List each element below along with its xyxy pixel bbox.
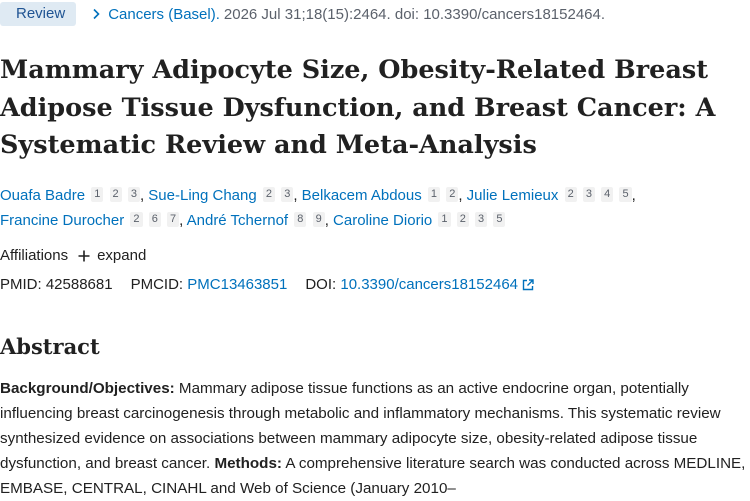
author-separator: ,	[179, 212, 184, 229]
author-item: Julie Lemieux 2 3 4 5,	[467, 187, 636, 204]
author-item: André Tchernof 8 9,	[187, 212, 329, 229]
affiliation-ref-link[interactable]: 5	[619, 187, 632, 202]
author-name-link[interactable]: Ouafa Badre	[0, 187, 86, 204]
author-separator: ,	[139, 187, 145, 204]
article-type-badge: Review	[0, 2, 77, 26]
affiliation-ref-link[interactable]: 3	[127, 187, 140, 202]
author-separator: ,	[293, 187, 298, 204]
author-separator: ,	[458, 187, 463, 204]
author-separator: ,	[631, 187, 636, 204]
pmid-value: 42588681	[45, 276, 113, 293]
expand-label: expand	[97, 247, 147, 264]
affiliation-ref-link[interactable]: 4	[601, 187, 614, 202]
article-title: Mammary Adipocyte Size, Obesity-Related …	[0, 55, 716, 160]
author-item: Sue-Ling Chang 2 3,	[148, 187, 297, 204]
affiliation-ref-link[interactable]: 8	[294, 212, 307, 227]
author-name-link[interactable]: André Tchernof	[186, 212, 289, 229]
identifiers-row: PMID: 42588681 PMCID: PMC13463851 DOI: 1…	[0, 276, 534, 293]
affiliation-ref-link[interactable]: 7	[166, 212, 180, 227]
author-item: Belkacem Abdous 1 2,	[302, 187, 463, 204]
affiliation-ref-link[interactable]: 3	[582, 187, 595, 202]
author-name-link[interactable]: Caroline Diorio	[333, 212, 433, 229]
methods-text: A comprehensive literature search was co…	[0, 455, 746, 497]
affiliation-ref-link[interactable]: 2	[564, 187, 577, 202]
affiliations-row: Affiliations expand	[0, 247, 146, 264]
author-list: Ouafa Badre 1 2 3, Sue-Ling Chang 2 3, B…	[0, 183, 745, 233]
plus-icon	[78, 250, 90, 261]
affiliation-ref-link[interactable]: 2	[262, 187, 276, 202]
affiliation-ref-link[interactable]: 2	[130, 212, 143, 227]
pmcid-label: PMCID:	[130, 276, 184, 293]
doi-link[interactable]: 10.3390/cancers18152464	[340, 276, 519, 293]
affiliation-ref-link[interactable]: 1	[91, 187, 104, 202]
author-name-link[interactable]: Sue-Ling Chang	[148, 187, 257, 204]
background-text: Mammary adipose tissue functions as an a…	[0, 380, 721, 472]
citation-details: 2026 Jul 31;18(15):2464. doi: 10.3390/ca…	[223, 5, 606, 23]
abstract-heading: Abstract	[0, 334, 100, 359]
affiliation-ref-link[interactable]: 3	[475, 212, 488, 227]
affiliation-ref-link[interactable]: 3	[281, 187, 294, 202]
author-name-link[interactable]: Francine Durocher	[0, 212, 125, 229]
citation-bar: Review Cancers (Basel). 2026 Jul 31;18(1…	[0, 2, 750, 26]
affiliation-ref-link[interactable]: 1	[427, 187, 441, 202]
pmcid-link[interactable]: PMC13463851	[187, 276, 288, 293]
chevron-right-icon[interactable]	[90, 8, 102, 20]
doi-label: DOI:	[305, 276, 337, 293]
author-name-link[interactable]: Julie Lemieux	[466, 187, 559, 204]
abstract-text: Background/Objectives: Mammary adipose t…	[0, 376, 748, 501]
author-item: Francine Durocher 2 6 7,	[0, 212, 183, 229]
affiliation-ref-link[interactable]: 2	[446, 187, 459, 202]
affiliation-ref-link[interactable]: 6	[148, 212, 161, 227]
author-name-link[interactable]: Belkacem Abdous	[301, 187, 422, 204]
affiliations-expand-button[interactable]: expand	[78, 247, 146, 264]
author-separator: ,	[324, 212, 329, 229]
affiliation-ref-link[interactable]: 2	[456, 212, 469, 227]
author-item: Ouafa Badre 1 2 3,	[0, 187, 144, 204]
affiliation-ref-link[interactable]: 5	[493, 212, 506, 227]
external-link-icon[interactable]	[522, 278, 534, 291]
affiliations-label: Affiliations	[0, 247, 69, 264]
affiliation-ref-link[interactable]: 2	[109, 187, 122, 202]
methods-label: Methods:	[214, 455, 282, 472]
pmid-label: PMID:	[0, 276, 42, 293]
background-label: Background/Objectives:	[0, 380, 175, 397]
affiliation-ref-link[interactable]: 9	[312, 212, 325, 227]
journal-link[interactable]: Cancers (Basel).	[108, 5, 220, 23]
author-item: Caroline Diorio 1 2 3 5	[333, 212, 506, 229]
affiliation-ref-link[interactable]: 1	[438, 212, 451, 227]
